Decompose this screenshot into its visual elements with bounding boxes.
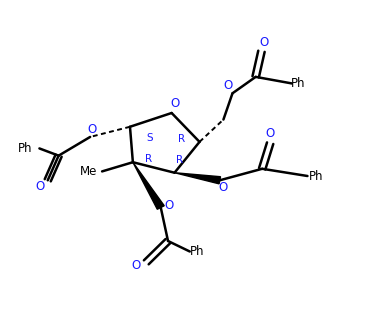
Text: O: O: [218, 181, 227, 194]
Text: O: O: [170, 97, 179, 110]
Text: O: O: [259, 36, 268, 49]
Text: Ph: Ph: [190, 245, 204, 258]
Text: Me: Me: [80, 165, 98, 178]
Text: O: O: [265, 127, 274, 140]
Text: R: R: [178, 134, 185, 144]
Text: O: O: [35, 180, 45, 193]
Polygon shape: [174, 173, 220, 184]
Text: S: S: [147, 133, 153, 143]
Text: R: R: [145, 154, 152, 164]
Text: O: O: [164, 199, 173, 213]
Text: Ph: Ph: [309, 169, 324, 182]
Text: Ph: Ph: [291, 77, 306, 90]
Text: O: O: [87, 123, 97, 136]
Text: O: O: [132, 259, 141, 272]
Text: O: O: [223, 79, 233, 92]
Text: R: R: [176, 155, 183, 165]
Text: Ph: Ph: [18, 142, 32, 155]
Polygon shape: [133, 162, 164, 209]
